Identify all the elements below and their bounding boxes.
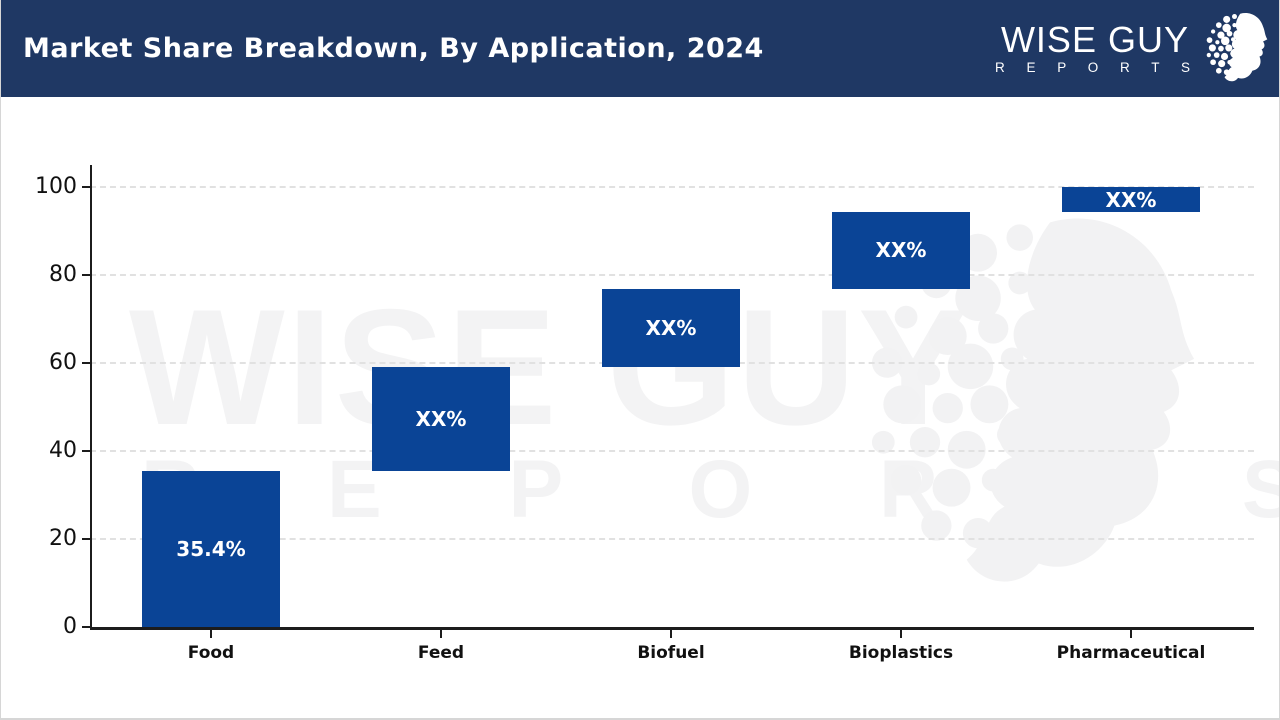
gridline-y100 [90,186,1254,188]
y-tick-40 [82,450,90,452]
category-label-food: Food [187,643,235,663]
x-tick-biofuel [670,630,672,638]
category-label-bioplastics: Bioplastics [848,643,954,663]
bar-label-food: 35.4% [176,537,246,562]
x-tick-food [210,630,212,638]
plot-area: WISE GUY R E P O R T S 0 20 40 60 80 100 35.4%… [1,97,1279,717]
header-bar: Market Share Breakdown, By Application, … [1,0,1279,97]
watermark-wordmark: WISE GUY [129,275,971,459]
wiseguy-logo: WISE GUY R E P O R T S [991,8,1271,90]
bar-biofuel: XX% [602,288,740,367]
bar-label-pharmaceutical: XX% [1105,187,1157,212]
bar-feed: XX% [372,366,510,472]
bar-label-feed: XX% [415,407,467,432]
y-tick-label-40: 40 [49,438,77,463]
x-tick-feed [440,630,442,638]
gridline-y80 [90,274,1254,276]
x-axis [90,627,1254,630]
logo-face-icon [1206,12,1268,81]
bar-pharmaceutical: XX% [1062,187,1200,213]
chart-title: Market Share Breakdown, By Application, … [23,33,764,64]
gridline-y20 [90,538,1254,540]
category-label-biofuel: Biofuel [637,643,705,663]
logo-wordmark-sub: R E P O R T S [994,60,1199,76]
y-tick-label-100: 100 [35,174,77,199]
bar-food: 35.4% [142,471,280,627]
y-tick-label-60: 60 [49,350,77,375]
y-tick-60 [82,362,90,364]
logo-wordmark: WISE GUY R E P O R T S [991,22,1199,75]
bar-label-bioplastics: XX% [875,238,927,263]
category-label-feed: Feed [417,643,465,663]
y-tick-label-0: 0 [63,614,77,639]
y-tick-0 [82,626,90,628]
bar-bioplastics: XX% [832,212,970,289]
y-tick-label-80: 80 [49,262,77,287]
y-axis [90,165,92,629]
logo-wordmark-main: WISE GUY [1000,19,1189,61]
y-tick-100 [82,186,90,188]
x-tick-bioplastics [900,630,902,638]
y-tick-20 [82,538,90,540]
y-tick-80 [82,274,90,276]
x-tick-pharmaceutical [1130,630,1132,638]
gridline-y40 [90,450,1254,452]
bar-label-biofuel: XX% [645,315,697,340]
category-label-pharmaceutical: Pharmaceutical [1056,643,1206,663]
y-tick-label-20: 20 [49,526,77,551]
